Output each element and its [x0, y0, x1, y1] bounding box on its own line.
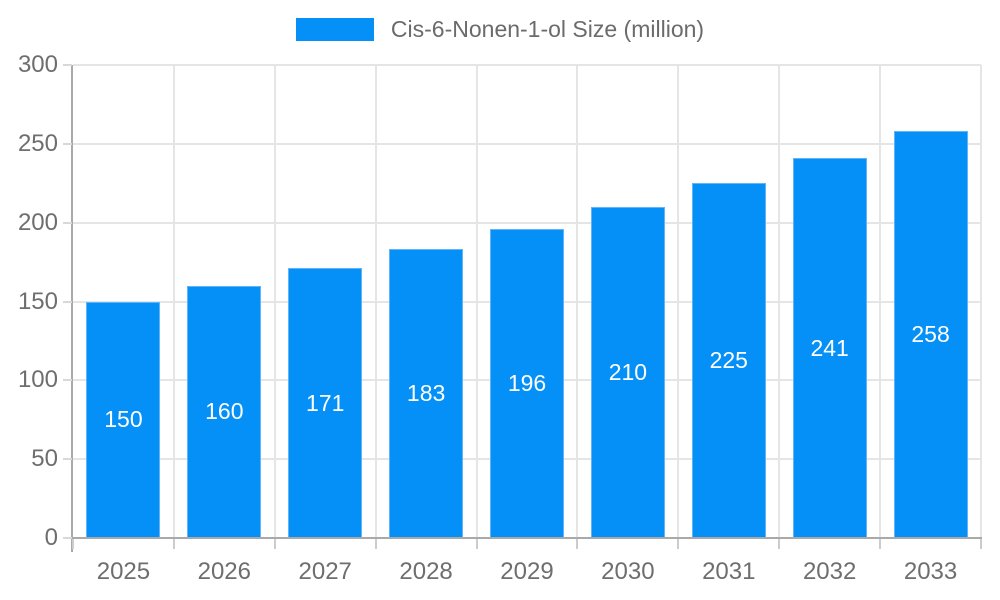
y-axis-tick-mark [63, 221, 72, 224]
legend[interactable]: Cis-6-Nonen-1-ol Size (million) [0, 16, 1000, 43]
bar-value-label: 258 [911, 321, 950, 348]
y-axis-tick-mark [63, 300, 72, 303]
y-axis-tick-label: 150 [17, 287, 58, 315]
y-axis-tick-label: 250 [17, 129, 58, 157]
x-axis-tick-label: 2030 [601, 558, 655, 585]
x-axis-tick-mark [475, 539, 478, 549]
x-axis-tick-label: 2025 [96, 558, 151, 585]
v-gridline [273, 65, 276, 538]
v-gridline [778, 65, 781, 538]
bar-value-label: 241 [810, 334, 849, 361]
bar-value-label: 183 [406, 380, 446, 407]
v-gridline [475, 65, 478, 538]
x-axis-tick-mark [677, 539, 680, 549]
v-gridline [677, 65, 680, 538]
legend-swatch [295, 18, 374, 41]
bar-2030[interactable]: 210 [590, 206, 665, 538]
x-axis-line [64, 537, 982, 539]
bar-value-label: 210 [608, 358, 648, 385]
v-gridline [980, 65, 982, 538]
y-axis-tick-mark [63, 142, 72, 145]
x-axis-tick-mark [879, 539, 882, 549]
bar-2032[interactable]: 241 [792, 158, 867, 538]
legend-label: Cis-6-Nonen-1-ol Size (million) [390, 16, 705, 42]
x-axis-tick-mark [576, 539, 579, 549]
x-axis-tick-label: 2027 [298, 558, 352, 585]
x-axis-tick-mark [778, 539, 781, 549]
bar-2026[interactable]: 160 [187, 285, 262, 538]
bar-value-label: 225 [709, 347, 748, 374]
bar-value-label: 196 [507, 369, 547, 396]
x-axis-tick-label: 2029 [500, 558, 554, 585]
x-axis-tick-label: 2031 [702, 558, 756, 585]
x-axis-tick-label: 2028 [399, 558, 453, 585]
y-axis-tick-label: 100 [17, 366, 58, 394]
plot-area: 150 160 171 183 196 210 225 241 258 [73, 64, 982, 538]
bar-2027[interactable]: 171 [288, 268, 363, 538]
bar-2025[interactable]: 150 [86, 301, 161, 538]
x-axis-tick-label: 2033 [903, 558, 958, 585]
v-gridline [172, 65, 175, 538]
y-axis-tick-label: 200 [17, 208, 58, 236]
bar-2033[interactable]: 258 [893, 131, 968, 538]
v-gridline [879, 65, 882, 538]
h-gridline [73, 221, 981, 224]
y-axis-tick-mark [63, 537, 72, 539]
x-axis-tick-mark [374, 539, 377, 549]
x-axis-tick-label: 2032 [802, 558, 857, 585]
y-axis-line [71, 65, 73, 552]
bar-value-label: 160 [205, 398, 244, 425]
y-axis-tick-label: 300 [17, 51, 58, 78]
v-gridline [576, 65, 579, 538]
bar-value-label: 150 [104, 406, 143, 433]
y-axis-tick-label: 0 [44, 524, 58, 551]
x-axis-tick-label: 2026 [197, 558, 251, 585]
y-axis-tick-mark [63, 64, 72, 66]
y-axis-tick-mark [63, 379, 72, 382]
bar-2028[interactable]: 183 [389, 249, 464, 538]
h-gridline [73, 64, 981, 66]
bar-2031[interactable]: 225 [691, 183, 766, 538]
x-axis-tick-mark [172, 539, 175, 549]
y-axis-tick-mark [63, 458, 72, 461]
bar-value-label: 171 [306, 389, 345, 416]
h-gridline [73, 142, 981, 145]
x-axis-tick-mark [980, 539, 982, 549]
x-axis-tick-mark [72, 539, 74, 549]
bar-2029[interactable]: 196 [490, 228, 564, 538]
x-axis-tick-mark [273, 539, 276, 549]
v-gridline [374, 65, 377, 538]
y-axis-tick-label: 50 [31, 445, 58, 473]
